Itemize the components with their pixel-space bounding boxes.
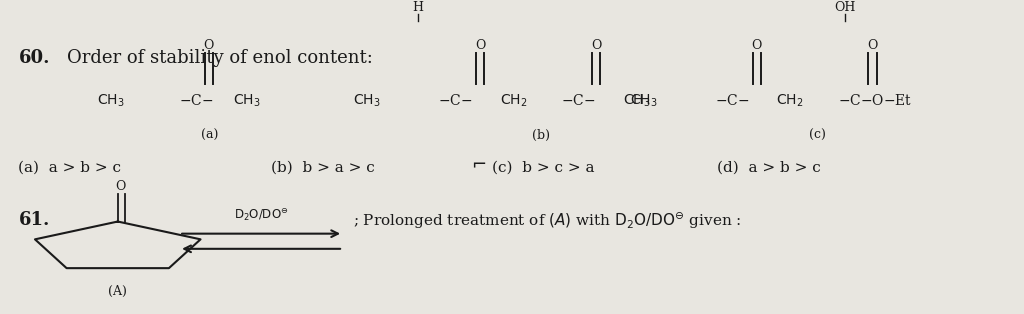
Text: $-$C$-$O$-$Et: $-$C$-$O$-$Et — [838, 93, 912, 108]
Text: O: O — [204, 39, 214, 52]
Text: $\mathrm{CH_3}$: $\mathrm{CH_3}$ — [97, 93, 125, 109]
Text: $\mathrm{CH_3}$: $\mathrm{CH_3}$ — [630, 93, 657, 109]
Text: ⌐: ⌐ — [471, 156, 486, 174]
Text: $-$C$-$: $-$C$-$ — [715, 93, 750, 108]
Text: (c): (c) — [809, 129, 825, 142]
Text: ; Prolonged treatment of $(A)$ with $\mathrm{D_2O/DO^{\ominus}}$ given :: ; Prolonged treatment of $(A)$ with $\ma… — [353, 211, 741, 231]
Text: (b): (b) — [531, 129, 550, 142]
Text: O: O — [116, 180, 126, 193]
Text: $\mathrm{D_2O/DO^{\ominus}}$: $\mathrm{D_2O/DO^{\ominus}}$ — [233, 206, 289, 223]
Text: 60.: 60. — [18, 49, 50, 67]
Text: OH: OH — [835, 1, 855, 14]
Text: $-$C$-$: $-$C$-$ — [438, 93, 473, 108]
Text: $\mathrm{CH_3}$: $\mathrm{CH_3}$ — [353, 93, 381, 109]
Text: 61.: 61. — [18, 211, 50, 229]
Text: Order of stability of enol content:: Order of stability of enol content: — [67, 49, 373, 67]
Text: (c)  b > c > a: (c) b > c > a — [492, 161, 594, 175]
Text: (d)  a > b > c: (d) a > b > c — [717, 161, 820, 175]
Text: $\mathrm{CH_3}$: $\mathrm{CH_3}$ — [623, 93, 650, 109]
Text: (a): (a) — [202, 129, 218, 142]
Text: O: O — [475, 39, 485, 52]
Text: $\mathrm{CH_2}$: $\mathrm{CH_2}$ — [776, 93, 804, 109]
Text: $\mathrm{CH_3}$: $\mathrm{CH_3}$ — [233, 93, 261, 109]
Text: O: O — [752, 39, 762, 52]
Text: (b)  b > a > c: (b) b > a > c — [271, 161, 375, 175]
Text: (a)  a > b > c: (a) a > b > c — [18, 161, 122, 175]
Text: H: H — [413, 1, 423, 14]
Text: $-$C$-$: $-$C$-$ — [561, 93, 596, 108]
Text: $-$C$-$: $-$C$-$ — [179, 93, 214, 108]
Text: (A): (A) — [109, 285, 127, 298]
Text: $\mathrm{CH_2}$: $\mathrm{CH_2}$ — [500, 93, 527, 109]
Text: O: O — [867, 39, 878, 52]
Text: O: O — [591, 39, 601, 52]
